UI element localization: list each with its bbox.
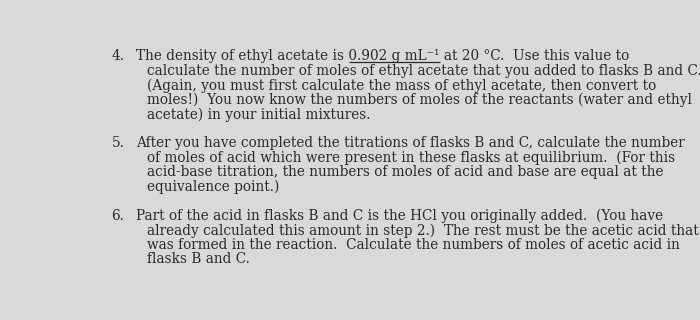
Text: The density of ethyl acetate is 0.902 g mL⁻¹ at 20 °C.  Use this value to: The density of ethyl acetate is 0.902 g … [136, 50, 629, 63]
Text: acetate) in your initial mixtures.: acetate) in your initial mixtures. [147, 107, 371, 122]
Text: of moles of acid which were present in these flasks at equilibrium.  (For this: of moles of acid which were present in t… [147, 151, 676, 165]
Text: (Again, you must first calculate the mass of ethyl acetate, then convert to: (Again, you must first calculate the mas… [147, 78, 657, 93]
Text: 4.: 4. [111, 50, 125, 63]
Text: After you have completed the titrations of flasks B and C, calculate the number: After you have completed the titrations … [136, 136, 685, 150]
Text: was formed in the reaction.  Calculate the numbers of moles of acetic acid in: was formed in the reaction. Calculate th… [147, 238, 680, 252]
Text: 6.: 6. [111, 209, 125, 223]
Text: Part of the acid in flasks B and C is the HCl you originally added.  (You have: Part of the acid in flasks B and C is th… [136, 209, 664, 223]
Text: moles!)  You now know the numbers of moles of the reactants (water and ethyl: moles!) You now know the numbers of mole… [147, 93, 692, 107]
Text: 5.: 5. [111, 136, 125, 150]
Text: calculate the number of moles of ethyl acetate that you added to flasks B and C.: calculate the number of moles of ethyl a… [147, 64, 700, 78]
Text: acid-base titration, the numbers of moles of acid and base are equal at the: acid-base titration, the numbers of mole… [147, 165, 664, 179]
Text: equivalence point.): equivalence point.) [147, 180, 279, 194]
Text: already calculated this amount in step 2.)  The rest must be the acetic acid tha: already calculated this amount in step 2… [147, 223, 699, 238]
Text: flasks B and C.: flasks B and C. [147, 252, 250, 266]
